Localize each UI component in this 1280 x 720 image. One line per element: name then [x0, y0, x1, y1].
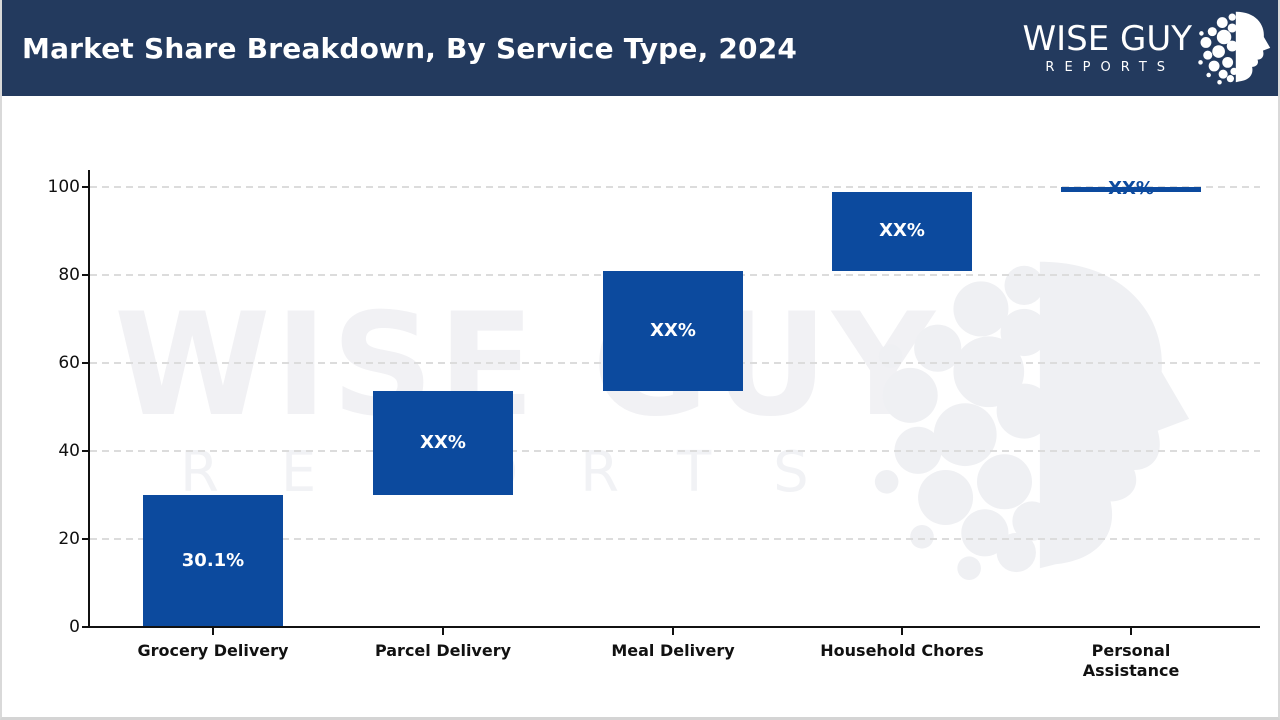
bar-segment — [373, 391, 513, 495]
bar-value-label: XX% — [420, 431, 466, 453]
x-tick-mark — [672, 627, 674, 635]
logo-text: WISE GUY REPORTS — [1022, 19, 1192, 75]
y-tick-mark — [82, 626, 90, 628]
bar-segment — [143, 494, 283, 627]
bar-value-label: XX% — [879, 220, 925, 242]
x-tick-mark — [901, 627, 903, 635]
gridline-40 — [90, 450, 1260, 452]
y-tick-label: 80 — [58, 265, 80, 285]
x-axis-label: Household Chores — [820, 641, 984, 660]
y-tick-label: 100 — [47, 177, 80, 197]
x-axis-label: Personal Assistance — [1082, 641, 1180, 680]
x-axis-label: Meal Delivery — [611, 641, 735, 660]
header-band: Market Share Breakdown, By Service Type,… — [2, 0, 1278, 96]
bar-value-label: 30.1% — [181, 549, 245, 571]
x-tick-mark — [212, 627, 214, 635]
gridline-20 — [90, 538, 1260, 540]
x-tick-mark — [1130, 627, 1132, 635]
bar-segment — [1061, 187, 1201, 192]
bar-segment — [832, 191, 972, 271]
y-axis-line — [88, 170, 90, 628]
y-tick-mark — [82, 450, 90, 452]
y-tick-mark — [82, 274, 90, 276]
page-title: Market Share Breakdown, By Service Type,… — [22, 31, 798, 65]
logo-brand-text: WISE GUY — [1022, 19, 1192, 59]
y-tick-mark — [82, 186, 90, 188]
x-axis-line — [88, 626, 1260, 628]
y-tick-label: 40 — [58, 441, 80, 461]
bar-segment — [603, 270, 743, 392]
logo-head-icon — [1198, 11, 1271, 85]
y-tick-mark — [82, 538, 90, 540]
x-axis-label: Grocery Delivery — [137, 641, 289, 660]
x-axis-label: Parcel Delivery — [374, 641, 512, 660]
wiseguy-logo: WISE GUY REPORTS — [1022, 6, 1272, 88]
y-tick-label: 0 — [69, 617, 80, 637]
y-tick-label: 60 — [58, 353, 80, 373]
gridline-100 — [90, 186, 1260, 188]
y-tick-mark — [82, 362, 90, 364]
y-tick-label: 20 — [58, 529, 80, 549]
logo-reports-text: REPORTS — [1045, 60, 1176, 75]
bar-value-label: XX% — [650, 319, 696, 341]
x-tick-mark — [442, 627, 444, 635]
